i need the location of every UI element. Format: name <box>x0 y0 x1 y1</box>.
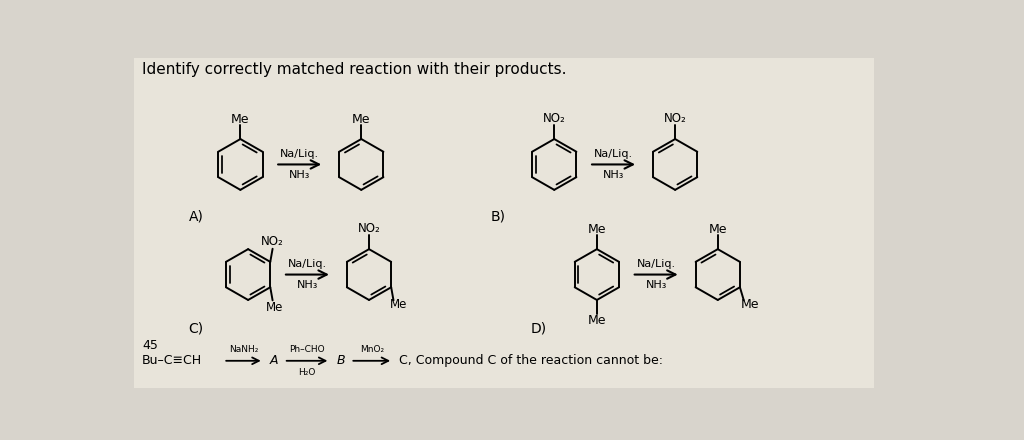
Text: Ph–CHO: Ph–CHO <box>289 345 325 354</box>
Text: Na/Liq.: Na/Liq. <box>281 149 319 159</box>
Text: Me: Me <box>390 298 408 311</box>
Text: Na/Liq.: Na/Liq. <box>594 149 633 159</box>
Text: Na/Liq.: Na/Liq. <box>288 259 327 269</box>
Text: MnO₂: MnO₂ <box>359 345 384 354</box>
Text: NO₂: NO₂ <box>357 222 380 235</box>
Text: Identify correctly matched reaction with their products.: Identify correctly matched reaction with… <box>142 62 566 77</box>
Text: Me: Me <box>588 223 606 236</box>
Text: Me: Me <box>588 314 606 327</box>
Text: NH₃: NH₃ <box>297 280 318 290</box>
Text: B: B <box>337 354 345 367</box>
Text: Me: Me <box>709 223 727 236</box>
Text: C, Compound C of the reaction cannot be:: C, Compound C of the reaction cannot be: <box>399 354 664 367</box>
Text: NH₃: NH₃ <box>289 170 310 180</box>
Text: Me: Me <box>265 301 283 314</box>
Text: NH₃: NH₃ <box>645 280 667 290</box>
Text: NaNH₂: NaNH₂ <box>228 345 258 354</box>
Text: A): A) <box>188 209 204 223</box>
Text: NH₃: NH₃ <box>603 170 625 180</box>
Text: Bu–C≡CH: Bu–C≡CH <box>142 354 202 367</box>
Text: B): B) <box>490 209 506 223</box>
Text: H₂O: H₂O <box>298 368 315 377</box>
Text: Na/Liq.: Na/Liq. <box>637 259 676 269</box>
Text: NO₂: NO₂ <box>664 112 686 125</box>
Text: A: A <box>270 354 279 367</box>
Text: C): C) <box>188 322 204 335</box>
Text: Me: Me <box>231 113 250 125</box>
Text: NO₂: NO₂ <box>543 112 565 125</box>
Text: NO₂: NO₂ <box>261 235 284 248</box>
Text: Me: Me <box>352 113 371 125</box>
Text: Me: Me <box>740 298 759 311</box>
Text: 45: 45 <box>142 338 158 352</box>
Text: D): D) <box>531 322 547 335</box>
